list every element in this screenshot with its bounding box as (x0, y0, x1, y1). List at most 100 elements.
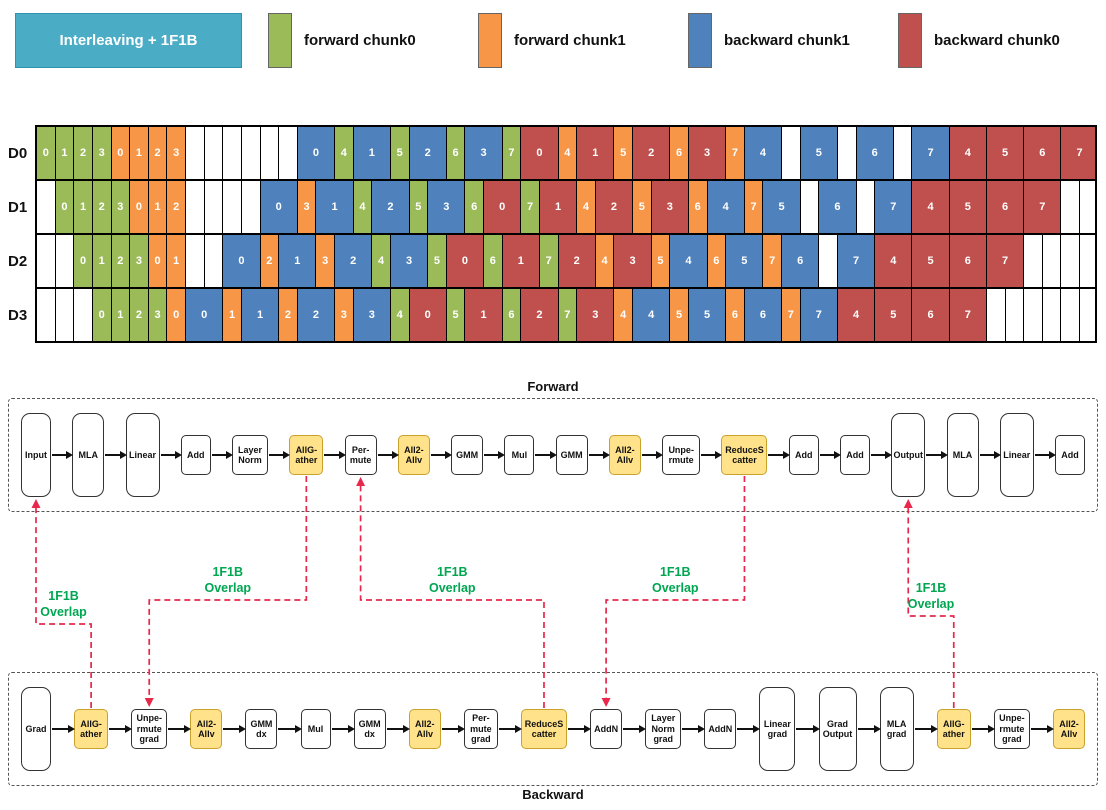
timeline-cell: 7 (521, 181, 540, 233)
timeline-cell: 4 (670, 235, 708, 287)
timeline-cell: 0 (223, 235, 261, 287)
device-label: D1 (8, 198, 28, 216)
timeline-cell (782, 127, 801, 179)
timeline-cell (1080, 181, 1095, 233)
legend-swatch (478, 13, 502, 68)
timeline-cell: 0 (130, 181, 149, 233)
timeline-cell (55, 235, 75, 287)
backward-node-gmm-dx: GMM dx (245, 709, 278, 749)
timeline-cell (74, 289, 93, 341)
forward-node-add: Add (839, 435, 870, 475)
timeline-cell: 3 (577, 289, 615, 341)
timeline-cell (819, 235, 838, 287)
timeline-cell: 5 (670, 289, 689, 341)
backward-node-mla-grad: MLA grad (879, 687, 914, 771)
flow-arrow (105, 451, 127, 459)
timeline-cell: 5 (614, 127, 633, 179)
timeline-cell: 1 (353, 127, 391, 179)
flow-arrow (641, 451, 664, 459)
timeline-cell: 2 (130, 289, 149, 341)
flow-arrow (211, 451, 234, 459)
timeline-cell: 2 (74, 127, 93, 179)
flow-arrow (498, 725, 523, 733)
timeline-cell (186, 235, 205, 287)
timeline-cell: 3 (428, 181, 466, 233)
timeline-cell: 1 (465, 289, 503, 341)
timeline-cell (1042, 289, 1062, 341)
timeline-cell: 3 (148, 289, 168, 341)
flow-arrow (682, 725, 706, 733)
timeline-cell: 0 (446, 235, 484, 287)
timeline-cell: 4 (595, 235, 615, 287)
backward-node-linear-grad: Linear grad (759, 687, 796, 771)
timeline-cell: 4 (744, 127, 782, 179)
overlap-label: 1F1B Overlap (40, 589, 87, 620)
overlap-label: 1F1B Overlap (204, 565, 252, 596)
flow-arrow (484, 451, 506, 459)
timeline-cell (37, 289, 56, 341)
timeline-cell: 0 (111, 127, 131, 179)
timeline-cell: 4 (335, 127, 354, 179)
timeline-cell: 3 (111, 181, 131, 233)
timeline-cell (1080, 289, 1095, 341)
timeline-cell: 2 (279, 289, 298, 341)
timeline-cell (1061, 289, 1080, 341)
timeline-cell: 5 (875, 289, 913, 341)
timeline-cell (1042, 235, 1062, 287)
timeline-cell: 7 (949, 289, 987, 341)
flow-arrow (737, 725, 761, 733)
timeline-cell: 7 (763, 235, 782, 287)
flow-arrow (870, 451, 893, 459)
timeline-cell: 6 (819, 181, 857, 233)
backward-node-all2-allv: All2- Allv (1052, 709, 1085, 749)
timeline-cell (55, 289, 75, 341)
device-label: D0 (8, 144, 28, 162)
flow-arrow (168, 725, 192, 733)
timeline-cell: 5 (446, 289, 466, 341)
timeline-cell: 0 (74, 235, 93, 287)
timeline-cell (204, 235, 224, 287)
timeline-cell: 3 (465, 127, 503, 179)
timeline-cell: 2 (148, 127, 168, 179)
timeline-cell: 1 (241, 289, 280, 341)
backward-node-reduces-catter: ReduceS catter (520, 709, 567, 749)
timeline-cell (1061, 235, 1080, 287)
legend-swatch (898, 13, 922, 68)
timeline-cell (1080, 235, 1095, 287)
legend-swatch (688, 13, 712, 68)
flow-arrow (430, 451, 453, 459)
timeline-cell: 1 (223, 289, 242, 341)
timeline-cell: 7 (912, 127, 950, 179)
flow-arrow (535, 451, 557, 459)
timeline-row-D3: D3 0 1 2 3 0 0 1 1 2 2 3 3 4 0 5 1 6 2 7 3 4 4 5 5 6 6 7 7 4 5 6 7 (8, 287, 1097, 343)
timeline-cell (186, 127, 205, 179)
forward-title: Forward (527, 379, 579, 394)
backward-pipeline: Grad AllG- ather Unpe- rmute grad All2- All… (8, 672, 1098, 786)
timeline-cell: 5 (726, 235, 764, 287)
flow-arrow (588, 451, 611, 459)
timeline-cell: 1 (577, 127, 615, 179)
timeline-cell: 3 (130, 235, 149, 287)
timeline-cell: 4 (707, 181, 745, 233)
forward-node-output: Output (891, 413, 926, 497)
timeline-cell (279, 127, 298, 179)
legend-label: backward chunk1 (724, 32, 850, 49)
backward-node-unpe-rmute-grad: Unpe- rmute grad (131, 709, 168, 749)
flow-arrow (623, 725, 647, 733)
forward-node-all2-allv: All2- Allv (608, 435, 641, 475)
timeline-cell: 5 (763, 181, 801, 233)
backward-node-all2-allv: All2- Allv (408, 709, 441, 749)
timeline-cell: 3 (688, 127, 727, 179)
forward-pipeline: Input MLA Linear Add Layer Norm AllG- ather Pe… (8, 398, 1098, 512)
flow-arrow (278, 725, 302, 733)
legend-item-0: forward chunk0 (268, 13, 452, 68)
timeline-cell: 5 (633, 181, 652, 233)
forward-node-add: Add (1055, 435, 1086, 475)
timeline-cell: 6 (912, 289, 950, 341)
timeline-cell: 0 (260, 181, 298, 233)
flow-arrow (1034, 451, 1057, 459)
flow-arrow (441, 725, 465, 733)
timeline-cell: 7 (782, 289, 801, 341)
backward-node-all2-allv: All2- Allv (190, 709, 223, 749)
